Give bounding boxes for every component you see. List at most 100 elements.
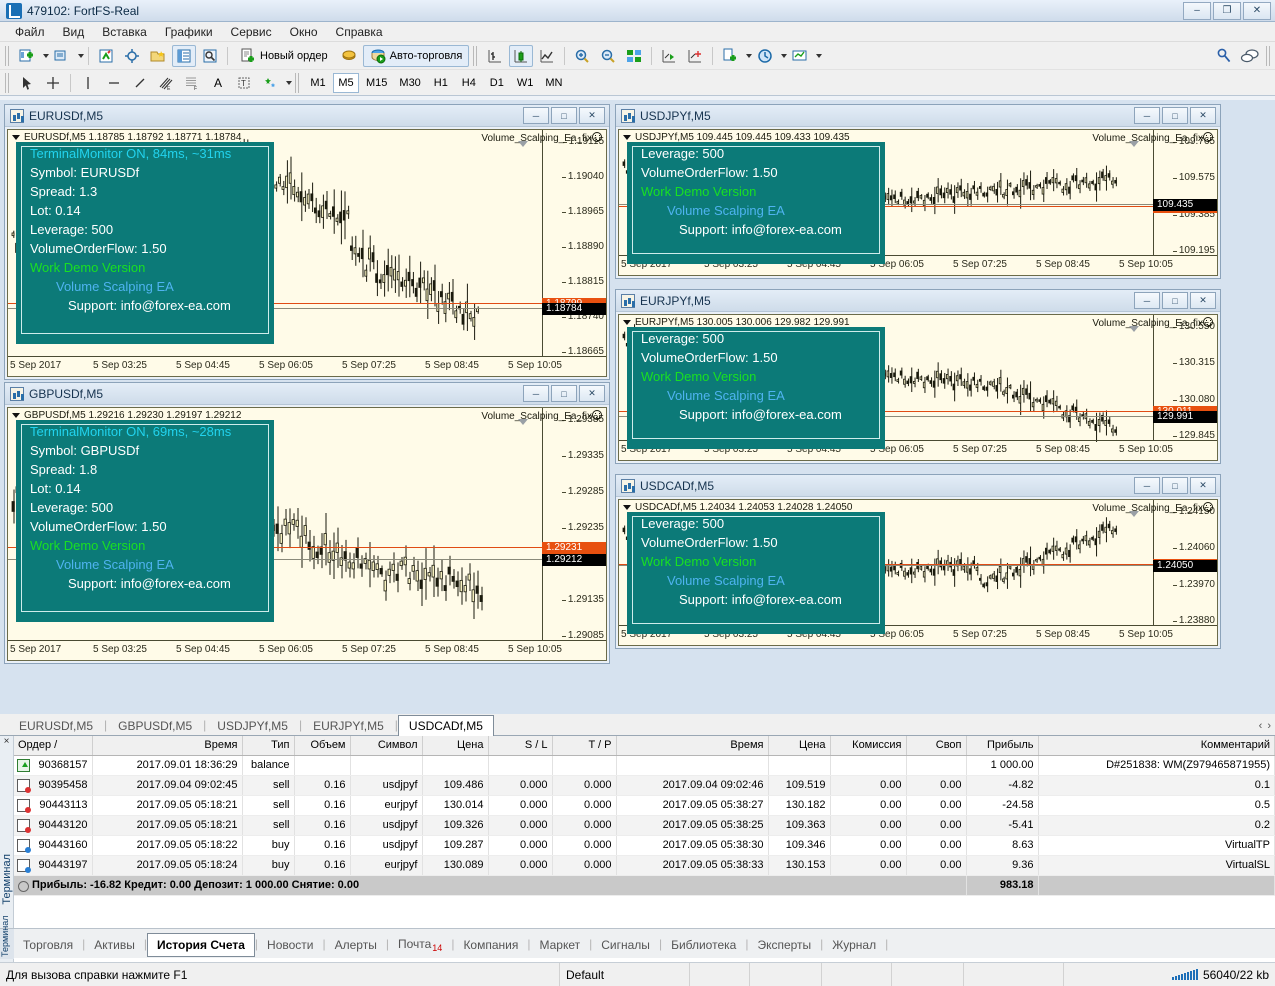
column-header-13[interactable]: Комментарий bbox=[1038, 736, 1275, 756]
bottom-tab-6[interactable]: Компания bbox=[463, 937, 519, 952]
timeframe-m30[interactable]: M30 bbox=[399, 76, 421, 89]
table-row[interactable]: 90443120 2017.09.05 05:18:21 sell 0.16 usdjp… bbox=[14, 815, 1275, 836]
line-chart-icon[interactable] bbox=[535, 45, 559, 67]
navigator-icon[interactable] bbox=[120, 45, 144, 67]
cursor-icon[interactable] bbox=[15, 72, 39, 94]
profiles-icon[interactable] bbox=[50, 45, 74, 67]
chart-minimize-button[interactable]: ─ bbox=[523, 107, 549, 124]
chart-window-eurusd[interactable]: EURUSDf,M5 ─ □ ✕ 1.19115 1.19040 1.18965 1.… bbox=[4, 104, 610, 380]
close-button[interactable]: ✕ bbox=[1243, 1, 1271, 20]
chart-minimize-button[interactable]: ─ bbox=[1134, 477, 1160, 494]
table-row[interactable]: 90443197 2017.09.05 05:18:24 buy 0.16 eurjpy… bbox=[14, 855, 1275, 876]
menu-item-6[interactable]: Справка bbox=[335, 24, 383, 39]
bottom-tab-10[interactable]: Эксперты bbox=[757, 937, 812, 952]
chart-body-usdjpy[interactable]: 109.765 109.575 109.385 109.195 5 Sep 2017 5… bbox=[618, 129, 1218, 276]
timeframe-m1[interactable]: M1 bbox=[310, 76, 326, 89]
table-row[interactable]: 90443160 2017.09.05 05:18:22 buy 0.16 usdjpy… bbox=[14, 835, 1275, 856]
chart-close-button[interactable]: ✕ bbox=[1190, 477, 1216, 494]
crosshair-icon[interactable] bbox=[41, 72, 65, 94]
column-header-5[interactable]: Цена bbox=[422, 736, 489, 756]
chart-minimize-button[interactable]: ─ bbox=[1134, 292, 1160, 309]
terminal-tab-2[interactable]: USDJPYf,M5 bbox=[217, 719, 288, 733]
terminal-tab-1[interactable]: GBPUSDf,M5 bbox=[118, 719, 193, 733]
shapes-icon[interactable] bbox=[258, 72, 282, 94]
equidistant-channel-icon[interactable]: E bbox=[154, 72, 178, 94]
horizontal-line-icon[interactable] bbox=[102, 72, 126, 94]
text-icon[interactable]: T bbox=[232, 72, 256, 94]
tabs-nav[interactable]: ‹ › bbox=[1259, 720, 1271, 732]
data-window-icon[interactable] bbox=[146, 45, 170, 67]
chart-price-axis-usdjpy[interactable]: 109.765 109.575 109.385 109.195 bbox=[1153, 130, 1217, 256]
period-icon[interactable] bbox=[753, 45, 777, 67]
chart-price-axis-eurjpy[interactable]: 130.550 130.315 130.080 129.845 bbox=[1153, 315, 1217, 441]
chart-window-usdcad[interactable]: USDCADf,M5 ─ □ ✕ 1.24150 1.24060 1.23970 1.… bbox=[615, 474, 1221, 649]
autotrading-button[interactable]: Авто-торговля bbox=[362, 44, 470, 67]
bottom-tab-2[interactable]: История Счета bbox=[146, 932, 255, 957]
bottom-tab-3[interactable]: Новости bbox=[267, 937, 314, 952]
chart-window-usdjpy[interactable]: USDJPYf,M5 ─ □ ✕ 109.765 109.575 109.385 10… bbox=[615, 104, 1221, 279]
indicators-dropdown-icon[interactable] bbox=[816, 53, 823, 58]
terminal-tab-3[interactable]: EURJPYf,M5 bbox=[313, 719, 384, 733]
toolbar-grip[interactable] bbox=[5, 72, 11, 93]
zoom-out-icon[interactable] bbox=[596, 45, 620, 67]
chart-body-eurusd[interactable]: 1.19115 1.19040 1.18965 1.18890 1.18815 1.187… bbox=[7, 129, 607, 377]
toolbar-grip[interactable] bbox=[5, 45, 11, 66]
chart-shift-icon[interactable] bbox=[657, 45, 681, 67]
menu-item-1[interactable]: Вид bbox=[62, 24, 85, 39]
column-header-6[interactable]: S / L bbox=[488, 736, 553, 756]
chart-close-button[interactable]: ✕ bbox=[579, 107, 605, 124]
terminal-tab-0[interactable]: EURUSDf,M5 bbox=[19, 719, 94, 733]
tabs-prev-icon[interactable]: ‹ bbox=[1258, 720, 1263, 732]
chart-minimize-button[interactable]: ─ bbox=[1134, 107, 1160, 124]
candlestick-chart-icon[interactable] bbox=[509, 44, 534, 67]
chart-window-gbpusd[interactable]: GBPUSDf,M5 ─ □ ✕ 1.29385 1.29335 1.29285 1.… bbox=[4, 382, 610, 664]
terminal-icon[interactable] bbox=[172, 44, 196, 67]
chart-body-eurjpy[interactable]: 130.550 130.315 130.080 129.845 5 Sep 2017 5… bbox=[618, 314, 1218, 461]
auto-scroll-icon[interactable] bbox=[683, 45, 707, 67]
templates-dropdown-icon[interactable] bbox=[746, 53, 753, 58]
vertical-line-icon[interactable] bbox=[76, 72, 100, 94]
menu-item-5[interactable]: Окно bbox=[289, 24, 318, 39]
column-header-2[interactable]: Тип bbox=[242, 736, 295, 756]
bottom-tab-0[interactable]: Торговля bbox=[23, 937, 74, 952]
chart-body-gbpusd[interactable]: 1.293851.293351.292851.292351.291851.291… bbox=[7, 407, 607, 661]
column-header-3[interactable]: Объем bbox=[294, 736, 351, 756]
toolbar-grip[interactable] bbox=[473, 45, 480, 66]
menu-item-3[interactable]: Графики bbox=[164, 24, 213, 39]
strategy-tester-icon[interactable] bbox=[198, 45, 222, 67]
timeframe-m5[interactable]: M5 bbox=[333, 72, 359, 93]
chart-minimize-button[interactable]: ─ bbox=[523, 385, 549, 402]
timeframe-h1[interactable]: H1 bbox=[433, 76, 448, 89]
chart-close-button[interactable]: ✕ bbox=[579, 385, 605, 402]
bar-chart-icon[interactable] bbox=[483, 45, 507, 67]
period-dropdown-icon[interactable] bbox=[781, 53, 788, 58]
timeframe-d1[interactable]: D1 bbox=[489, 76, 504, 89]
chart-price-axis-eurusd[interactable]: 1.19115 1.19040 1.18965 1.18890 1.18815 1.187… bbox=[542, 130, 606, 357]
chat-icon[interactable] bbox=[1238, 45, 1262, 67]
bottom-tab-1[interactable]: Активы bbox=[94, 937, 135, 952]
bottom-tab-7[interactable]: Маркет bbox=[539, 937, 581, 952]
text-label-icon[interactable]: A bbox=[213, 75, 222, 90]
restore-button[interactable]: ❐ bbox=[1213, 1, 1241, 20]
timeframe-h4[interactable]: H4 bbox=[461, 76, 476, 89]
column-header-4[interactable]: Символ bbox=[350, 736, 423, 756]
chart-price-axis-gbpusd[interactable]: 1.293851.293351.292851.292351.291851.291… bbox=[542, 408, 606, 641]
terminal-close-icon[interactable]: × bbox=[3, 736, 10, 747]
toolbar-grip[interactable] bbox=[295, 72, 301, 93]
zoom-in-icon[interactable] bbox=[570, 45, 594, 67]
menu-item-4[interactable]: Сервис bbox=[230, 24, 272, 39]
chart-body-usdcad[interactable]: 1.24150 1.24060 1.23970 1.23880 5 Sep 2017 5… bbox=[618, 499, 1218, 646]
column-header-10[interactable]: Комиссия bbox=[830, 736, 907, 756]
toolbar-grip[interactable] bbox=[1266, 45, 1272, 66]
tabs-next-icon[interactable]: › bbox=[1267, 720, 1271, 732]
trendline-icon[interactable] bbox=[128, 72, 152, 94]
new-chart-icon[interactable] bbox=[15, 45, 39, 67]
tile-windows-icon[interactable] bbox=[622, 45, 646, 67]
new-order-button[interactable]: Новый ордер bbox=[233, 45, 335, 67]
chart-restore-button[interactable]: □ bbox=[551, 107, 577, 124]
chart-restore-button[interactable]: □ bbox=[1162, 107, 1188, 124]
column-header-11[interactable]: Своп bbox=[906, 736, 967, 756]
menu-item-0[interactable]: Файл bbox=[15, 24, 45, 39]
table-row[interactable]: 90395458 2017.09.04 09:02:45 sell 0.16 usdjp… bbox=[14, 775, 1275, 796]
